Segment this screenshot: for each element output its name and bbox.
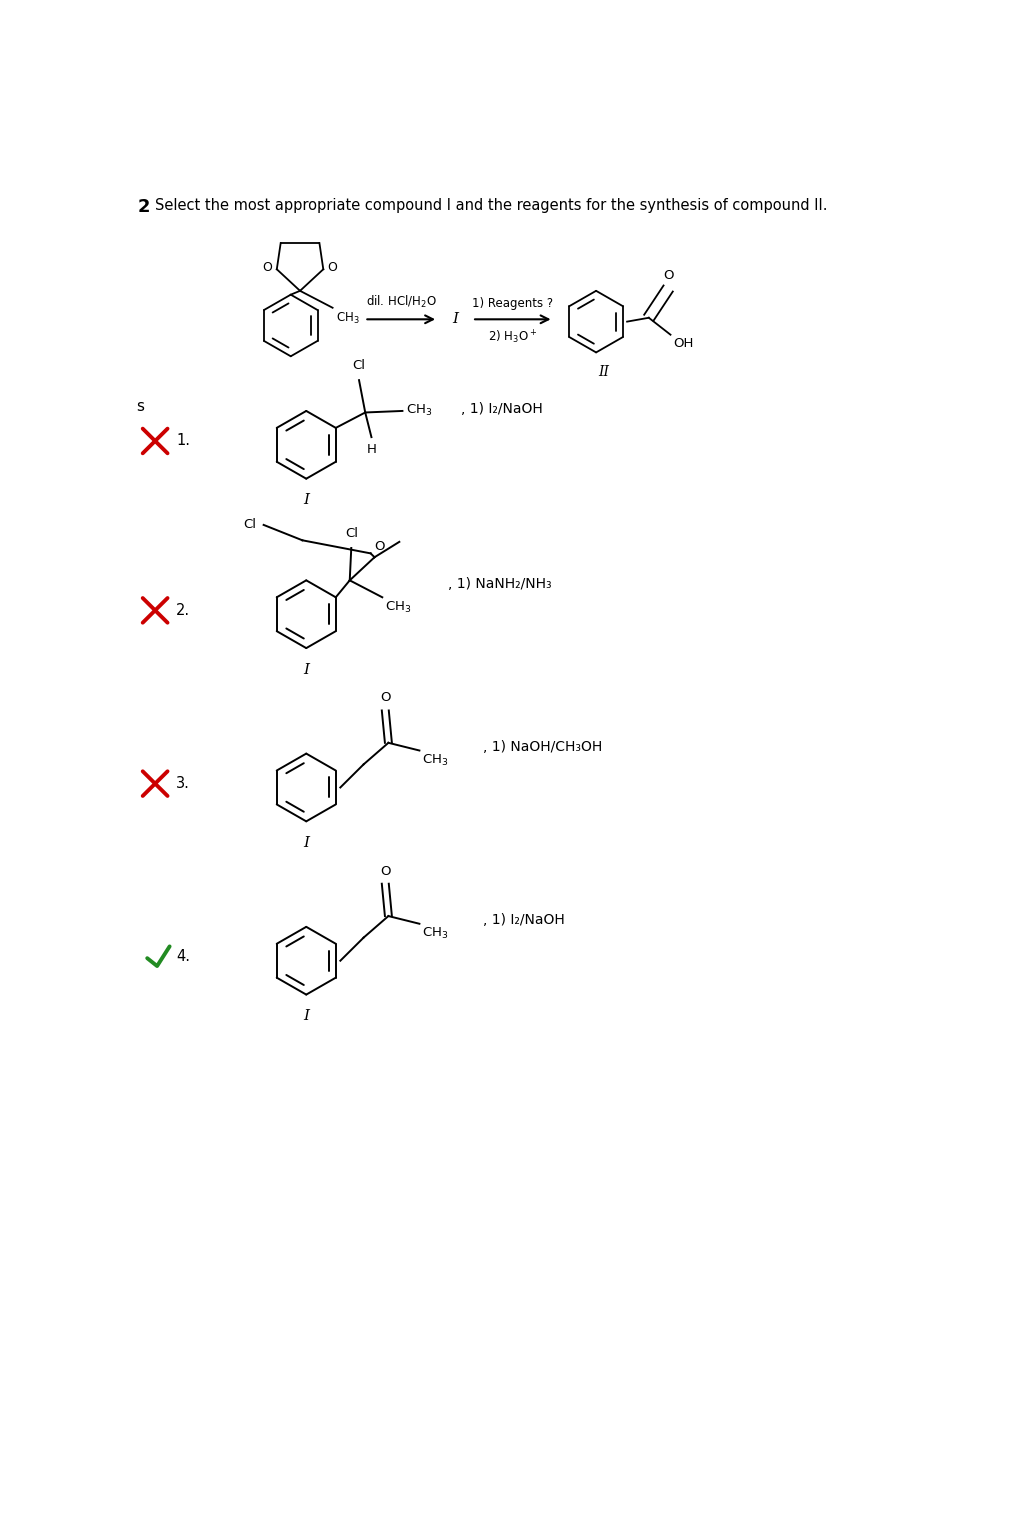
Text: CH$_3$: CH$_3$ xyxy=(422,926,449,941)
Text: dil. HCl/H$_2$O: dil. HCl/H$_2$O xyxy=(366,294,436,311)
Text: , 1) I₂/NaOH: , 1) I₂/NaOH xyxy=(461,401,543,415)
Text: , 1) NaNH₂/NH₃: , 1) NaNH₂/NH₃ xyxy=(449,577,552,591)
Text: H: H xyxy=(367,443,377,457)
Text: II: II xyxy=(598,365,609,378)
Text: O: O xyxy=(380,691,390,704)
Text: 3.: 3. xyxy=(176,777,189,791)
Text: , 1) I₂/NaOH: , 1) I₂/NaOH xyxy=(483,914,564,927)
Text: 2: 2 xyxy=(137,198,150,217)
Text: OH: OH xyxy=(673,337,693,351)
Text: 4.: 4. xyxy=(176,949,190,964)
Text: Cl: Cl xyxy=(243,518,256,532)
Text: Cl: Cl xyxy=(345,528,357,540)
Text: I: I xyxy=(303,663,309,677)
Text: I: I xyxy=(452,312,458,326)
Text: I: I xyxy=(303,837,309,851)
Text: Cl: Cl xyxy=(352,360,366,372)
Text: 1.: 1. xyxy=(176,434,190,449)
Text: O: O xyxy=(328,261,338,274)
Text: CH$_3$: CH$_3$ xyxy=(422,752,449,767)
Text: I: I xyxy=(303,494,309,508)
Text: O: O xyxy=(374,540,384,554)
Text: CH$_3$: CH$_3$ xyxy=(385,600,411,615)
Text: , 1) NaOH/CH₃OH: , 1) NaOH/CH₃OH xyxy=(483,740,602,754)
Text: I: I xyxy=(303,1009,309,1023)
Text: O: O xyxy=(262,261,272,274)
Text: O: O xyxy=(380,864,390,878)
Text: O: O xyxy=(663,269,674,283)
Text: CH$_3$: CH$_3$ xyxy=(336,311,359,326)
Text: 2.: 2. xyxy=(176,603,190,618)
Text: s: s xyxy=(136,398,143,414)
Text: CH$_3$: CH$_3$ xyxy=(406,403,432,418)
Text: 1) Reagents ?: 1) Reagents ? xyxy=(472,297,553,311)
Text: Select the most appropriate compound I and the reagents for the synthesis of com: Select the most appropriate compound I a… xyxy=(155,198,827,214)
Text: 2) H$_3$O$^+$: 2) H$_3$O$^+$ xyxy=(488,329,538,346)
